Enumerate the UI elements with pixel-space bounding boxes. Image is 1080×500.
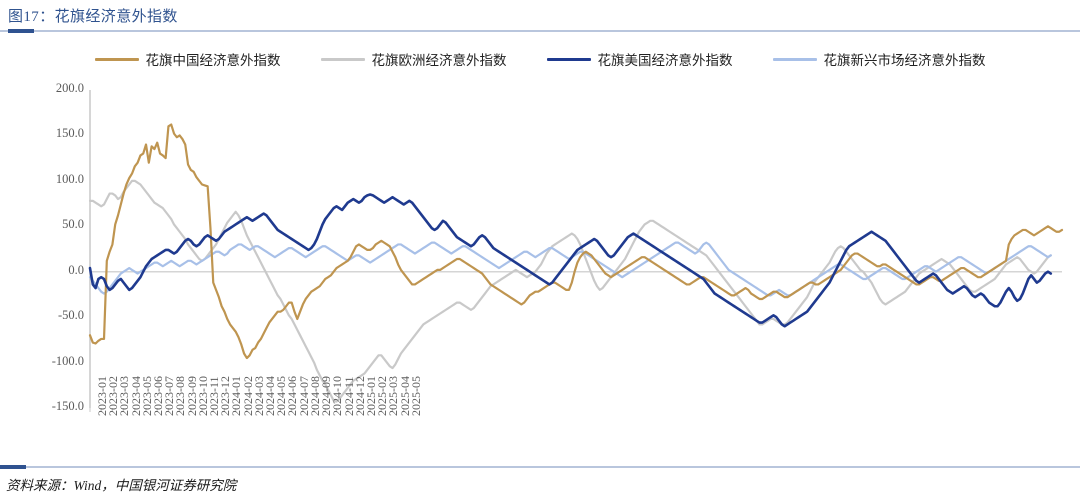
chart-legend: 花旗中国经济意外指数 花旗欧洲经济意外指数 花旗美国经济意外指数 花旗新兴市场经济意外… — [0, 46, 1080, 72]
y-axis-tick-label: 50.0 — [62, 217, 84, 232]
figure-header: 图17：花旗经济意外指数 — [0, 0, 1080, 33]
legend-item-europe[interactable]: 花旗欧洲经济意外指数 — [320, 49, 507, 69]
legend-label-us: 花旗美国经济意外指数 — [597, 53, 733, 68]
legend-swatch-em — [772, 57, 817, 61]
legend-item-us[interactable]: 花旗美国经济意外指数 — [546, 49, 733, 69]
y-axis-tick-label: 0.0 — [68, 262, 84, 277]
chart-plot-area: 200.0 150.0 100.0 50.0 0.0 -50.0 -100.0 -150.0 2… — [0, 78, 1080, 458]
source-note: 资料来源：Wind，中国银河证券研究院 — [6, 478, 237, 493]
legend-label-europe: 花旗欧洲经济意外指数 — [371, 53, 507, 68]
x-axis-tick-label: 2025-05 — [408, 376, 423, 416]
page-title: 图17：花旗经济意外指数 — [8, 9, 178, 25]
footer-divider — [0, 466, 1080, 468]
y-axis-tick-label: 150.0 — [55, 126, 84, 141]
series-line-china — [88, 123, 1064, 360]
series-line-europe — [88, 179, 1052, 403]
title-divider — [0, 30, 1080, 32]
series-line-us — [88, 193, 1053, 328]
legend-item-china[interactable]: 花旗中国经济意外指数 — [94, 49, 281, 69]
legend-swatch-europe — [320, 57, 365, 61]
y-axis-tick-label: -150.0 — [51, 399, 84, 413]
footer-divider-accent — [0, 465, 26, 469]
title-divider-accent — [8, 29, 34, 33]
y-axis-tick-label: -50.0 — [57, 308, 84, 323]
line-chart-svg — [88, 90, 1064, 412]
y-axis-tick-label: 100.0 — [55, 171, 84, 186]
legend-swatch-china — [94, 57, 139, 61]
legend-label-em: 花旗新兴市场经济意外指数 — [823, 53, 986, 68]
legend-swatch-us — [546, 57, 591, 61]
y-axis-tick-label: 200.0 — [55, 81, 84, 95]
legend-label-china: 花旗中国经济意外指数 — [145, 53, 281, 68]
legend-item-em[interactable]: 花旗新兴市场经济意外指数 — [772, 49, 986, 69]
y-axis-tick-label: -100.0 — [51, 353, 84, 368]
